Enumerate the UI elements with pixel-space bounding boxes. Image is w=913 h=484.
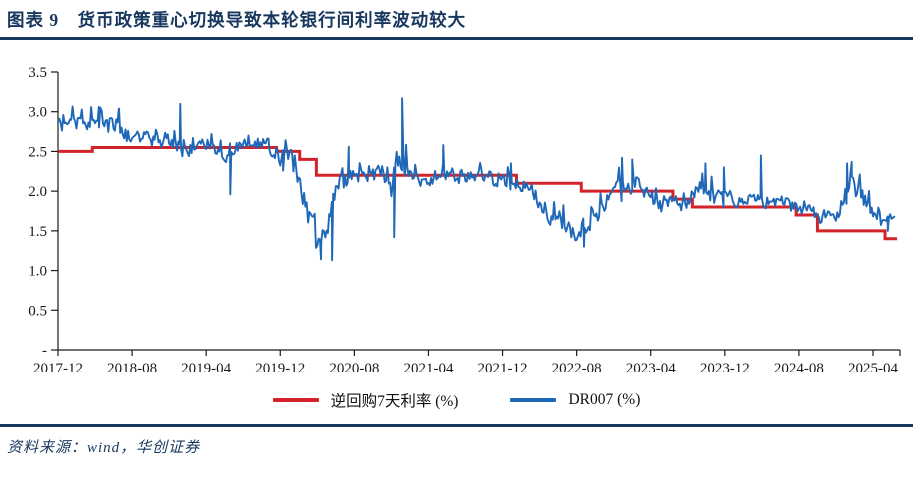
x-tick-label: 2021-12 [478, 361, 528, 372]
dr007-line [57, 97, 896, 262]
x-tick-label: 2021-04 [403, 361, 453, 372]
x-tick-label: 2019-12 [255, 361, 305, 372]
figure-footer: 资料来源：wind，华创证券 [0, 427, 913, 457]
dr007-line-swatch [510, 398, 557, 402]
y-tick-label: 1.0 [28, 264, 47, 280]
x-tick-label: 2023-12 [700, 361, 750, 372]
y-tick-label: 1.5 [28, 224, 47, 240]
y-tick-label: 2.5 [28, 144, 47, 160]
divider-line [0, 424, 913, 427]
y-tick-label: 3.0 [28, 105, 47, 121]
source-note: 资料来源：wind，华创证券 [7, 440, 201, 456]
legend-label-reverse-repo: 逆回购7天利率 (%) [330, 393, 459, 410]
x-tick-label: 2024-08 [774, 361, 824, 372]
legend-label-dr007: DR007 (%) [568, 391, 641, 408]
x-tick-label: 2023-04 [626, 361, 676, 372]
y-tick-label: 3.5 [28, 65, 47, 81]
axis-labels: - 0.5 1.0 1.5 2.0 2.5 3.0 3.5 2017-12 2018-08 2019… [28, 65, 898, 372]
figure-title: 图表 9 货币政策重心切换导致本轮银行间利率波动较大 [7, 10, 467, 30]
y-tick-label: - [42, 343, 47, 359]
x-tick-label: 2022-08 [552, 361, 602, 372]
reverse-repo-line [58, 145, 898, 241]
x-tick-label: 2019-04 [181, 361, 231, 372]
legend-item-dr007: DR007 (%) [510, 391, 640, 409]
x-tick-label: 2018-08 [107, 361, 157, 372]
figure-header: 图表 9 货币政策重心切换导致本轮银行间利率波动较大 [0, 0, 913, 40]
reverse-repo-line-swatch [272, 398, 319, 402]
y-tick-label: 2.0 [28, 184, 47, 200]
axes [51, 71, 901, 356]
chart-legend: 逆回购7天利率 (%) DR007 (%) [0, 388, 913, 412]
rate-chart: - 0.5 1.0 1.5 2.0 2.5 3.0 3.5 2017-12 2018-08 2019… [28, 65, 901, 372]
x-tick-label: 2025-04 [848, 361, 898, 372]
x-tick-label: 2017-12 [33, 361, 83, 372]
chart-area: - 0.5 1.0 1.5 2.0 2.5 3.0 3.5 2017-12 2018-08 2019… [0, 40, 913, 372]
legend-item-reverse-repo: 逆回购7天利率 (%) [272, 389, 459, 411]
x-tick-label: 2020-08 [329, 361, 379, 372]
y-tick-label: 0.5 [28, 303, 47, 319]
